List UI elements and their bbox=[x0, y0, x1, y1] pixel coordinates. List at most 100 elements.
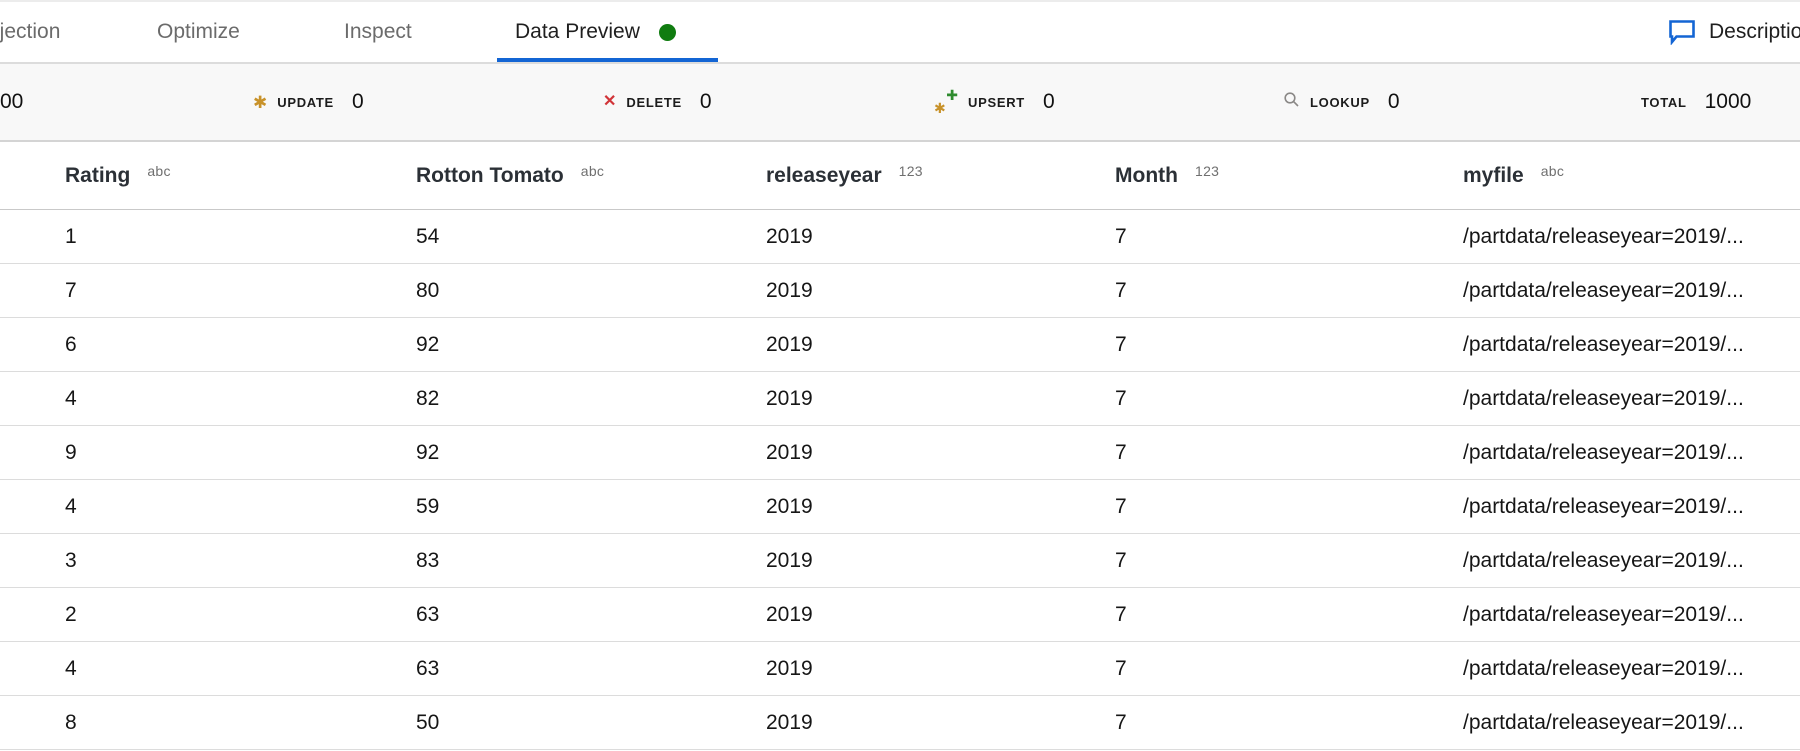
row-action-stats-bar: 00 ✱ UPDATE 0 ✕ DELETE 0 ✱ ✚ UPSERT 0 bbox=[0, 62, 1800, 142]
table-row: 7 80 2019 7/partdata/releaseyear=2019/... bbox=[0, 264, 1800, 318]
table-cell: /partdata/releaseyear=2019/... bbox=[1463, 386, 1744, 410]
column-name: myfile bbox=[1463, 163, 1524, 187]
stat-label: UPSERT bbox=[968, 94, 1025, 110]
table-cell: 7 bbox=[1115, 440, 1127, 464]
table-cell: 4 bbox=[65, 656, 77, 680]
active-tab-underline bbox=[497, 58, 718, 62]
table-cell: /partdata/releaseyear=2019/... bbox=[1463, 710, 1744, 734]
tab-optimize[interactable]: Optimize bbox=[157, 2, 240, 62]
table-cell: /partdata/releaseyear=2019/... bbox=[1463, 548, 1744, 572]
top-divider bbox=[0, 0, 1800, 2]
stat-total: TOTAL 1000 bbox=[1641, 64, 1751, 140]
table-cell: 7 bbox=[1115, 656, 1127, 680]
status-dot bbox=[658, 23, 676, 41]
table-cell: 8 bbox=[65, 710, 77, 734]
table-cell: /partdata/releaseyear=2019/... bbox=[1463, 656, 1744, 680]
column-header-month[interactable]: Month 123 bbox=[1115, 163, 1463, 188]
stat-lookup[interactable]: LOOKUP 0 bbox=[1283, 64, 1400, 140]
upsert-plus-icon: ✚ bbox=[946, 87, 958, 103]
table-cell: /partdata/releaseyear=2019/... bbox=[1463, 224, 1744, 248]
column-header-myfile[interactable]: myfile abc bbox=[1463, 163, 1800, 188]
table-cell: 50 bbox=[416, 710, 440, 734]
table-cell: 2019 bbox=[766, 278, 813, 302]
table-row: 3 83 2019 7/partdata/releaseyear=2019/... bbox=[0, 534, 1800, 588]
column-header-rotton-tomato[interactable]: Rotton Tomato abc bbox=[416, 162, 766, 188]
table-cell: 2019 bbox=[766, 602, 813, 626]
stat-value: 0 bbox=[1042, 90, 1055, 113]
stat-update[interactable]: ✱ UPDATE 0 bbox=[253, 64, 364, 140]
tab-bar: Projection Optimize Inspect Data Preview… bbox=[0, 2, 1800, 62]
table-row: 9 92 2019 7/partdata/releaseyear=2019/... bbox=[0, 426, 1800, 480]
table-row: 4 63 2019 7/partdata/releaseyear=2019/... bbox=[0, 642, 1800, 696]
table-cell: /partdata/releaseyear=2019/... bbox=[1463, 332, 1744, 356]
stat-delete[interactable]: ✕ DELETE 0 bbox=[603, 64, 712, 140]
table-cell: 2019 bbox=[766, 656, 813, 680]
column-name: Month bbox=[1115, 163, 1178, 187]
stat-value: 1000 bbox=[1704, 90, 1752, 113]
table-cell: 2019 bbox=[766, 710, 813, 734]
table-cell: 80 bbox=[416, 278, 440, 302]
column-type-badge: 123 bbox=[898, 162, 923, 179]
stat-value: 0 bbox=[699, 90, 712, 113]
table-cell: 7 bbox=[1115, 548, 1127, 572]
comment-icon bbox=[1668, 19, 1696, 45]
table-cell: 7 bbox=[1115, 710, 1127, 734]
table-cell: 92 bbox=[416, 332, 440, 356]
tab-label: Projection bbox=[0, 20, 61, 43]
stat-label: UPDATE bbox=[277, 94, 334, 110]
table-body: 1 54 2019 7/partdata/releaseyear=2019/... 7 8… bbox=[0, 210, 1800, 750]
upsert-asterisk-icon: ✱ bbox=[934, 100, 946, 116]
table-cell: 7 bbox=[65, 278, 77, 302]
column-header-releaseyear[interactable]: releaseyear 123 bbox=[766, 162, 1115, 188]
column-type-badge: abc bbox=[147, 162, 171, 179]
table-row: 2 63 2019 7/partdata/releaseyear=2019/... bbox=[0, 588, 1800, 642]
tab-label: Data Preview bbox=[515, 20, 640, 43]
tab-inspect[interactable]: Inspect bbox=[344, 2, 412, 62]
table-cell: 63 bbox=[416, 602, 440, 626]
table-cell: 2019 bbox=[766, 224, 813, 248]
table-cell: 2019 bbox=[766, 494, 813, 518]
tab-data-preview[interactable]: Data Preview bbox=[515, 2, 676, 62]
upsert-icon: ✱ ✚ bbox=[934, 88, 958, 116]
table-cell: /partdata/releaseyear=2019/... bbox=[1463, 602, 1744, 626]
table-cell: 7 bbox=[1115, 386, 1127, 410]
table-cell: 7 bbox=[1115, 224, 1127, 248]
delete-x-icon: ✕ bbox=[603, 93, 617, 110]
table-cell: 3 bbox=[65, 548, 77, 572]
table-cell: 1 bbox=[65, 224, 77, 248]
table-cell: 7 bbox=[1115, 494, 1127, 518]
table-row: 4 59 2019 7/partdata/releaseyear=2019/... bbox=[0, 480, 1800, 534]
table-cell: /partdata/releaseyear=2019/... bbox=[1463, 494, 1744, 518]
tab-label: Optimize bbox=[157, 20, 240, 43]
table-cell: 82 bbox=[416, 386, 440, 410]
column-name: Rating bbox=[65, 163, 131, 187]
table-cell: 4 bbox=[65, 494, 77, 518]
table-cell: 2019 bbox=[766, 548, 813, 572]
stat-upsert[interactable]: ✱ ✚ UPSERT 0 bbox=[934, 64, 1055, 140]
column-name: Rotton Tomato bbox=[416, 163, 564, 187]
table-cell: 63 bbox=[416, 656, 440, 680]
table-cell: 83 bbox=[416, 548, 440, 572]
table-cell: 4 bbox=[65, 386, 77, 410]
table-cell: 2019 bbox=[766, 332, 813, 356]
column-name: releaseyear bbox=[766, 163, 882, 187]
table-cell: 9 bbox=[65, 440, 77, 464]
table-cell: 7 bbox=[1115, 332, 1127, 356]
table-cell: 2019 bbox=[766, 386, 813, 410]
tab-projection[interactable]: Projection bbox=[0, 2, 60, 62]
description-button[interactable]: Description bbox=[1668, 2, 1800, 62]
table-cell: 7 bbox=[1115, 602, 1127, 626]
table-cell: /partdata/releaseyear=2019/... bbox=[1463, 440, 1744, 464]
table-cell: 2019 bbox=[766, 440, 813, 464]
table-cell: 54 bbox=[416, 224, 440, 248]
description-label: Description bbox=[1709, 20, 1800, 43]
column-type-badge: abc bbox=[580, 162, 605, 179]
column-header-rating[interactable]: Rating abc bbox=[65, 162, 416, 188]
stat-insert-clipped[interactable]: 00 bbox=[0, 64, 23, 140]
table-cell: 2 bbox=[65, 602, 77, 626]
stat-label: TOTAL bbox=[1641, 94, 1687, 110]
table-cell: /partdata/releaseyear=2019/... bbox=[1463, 278, 1744, 302]
table-row: 6 92 2019 7/partdata/releaseyear=2019/... bbox=[0, 318, 1800, 372]
table-row: 4 82 2019 7/partdata/releaseyear=2019/... bbox=[0, 372, 1800, 426]
